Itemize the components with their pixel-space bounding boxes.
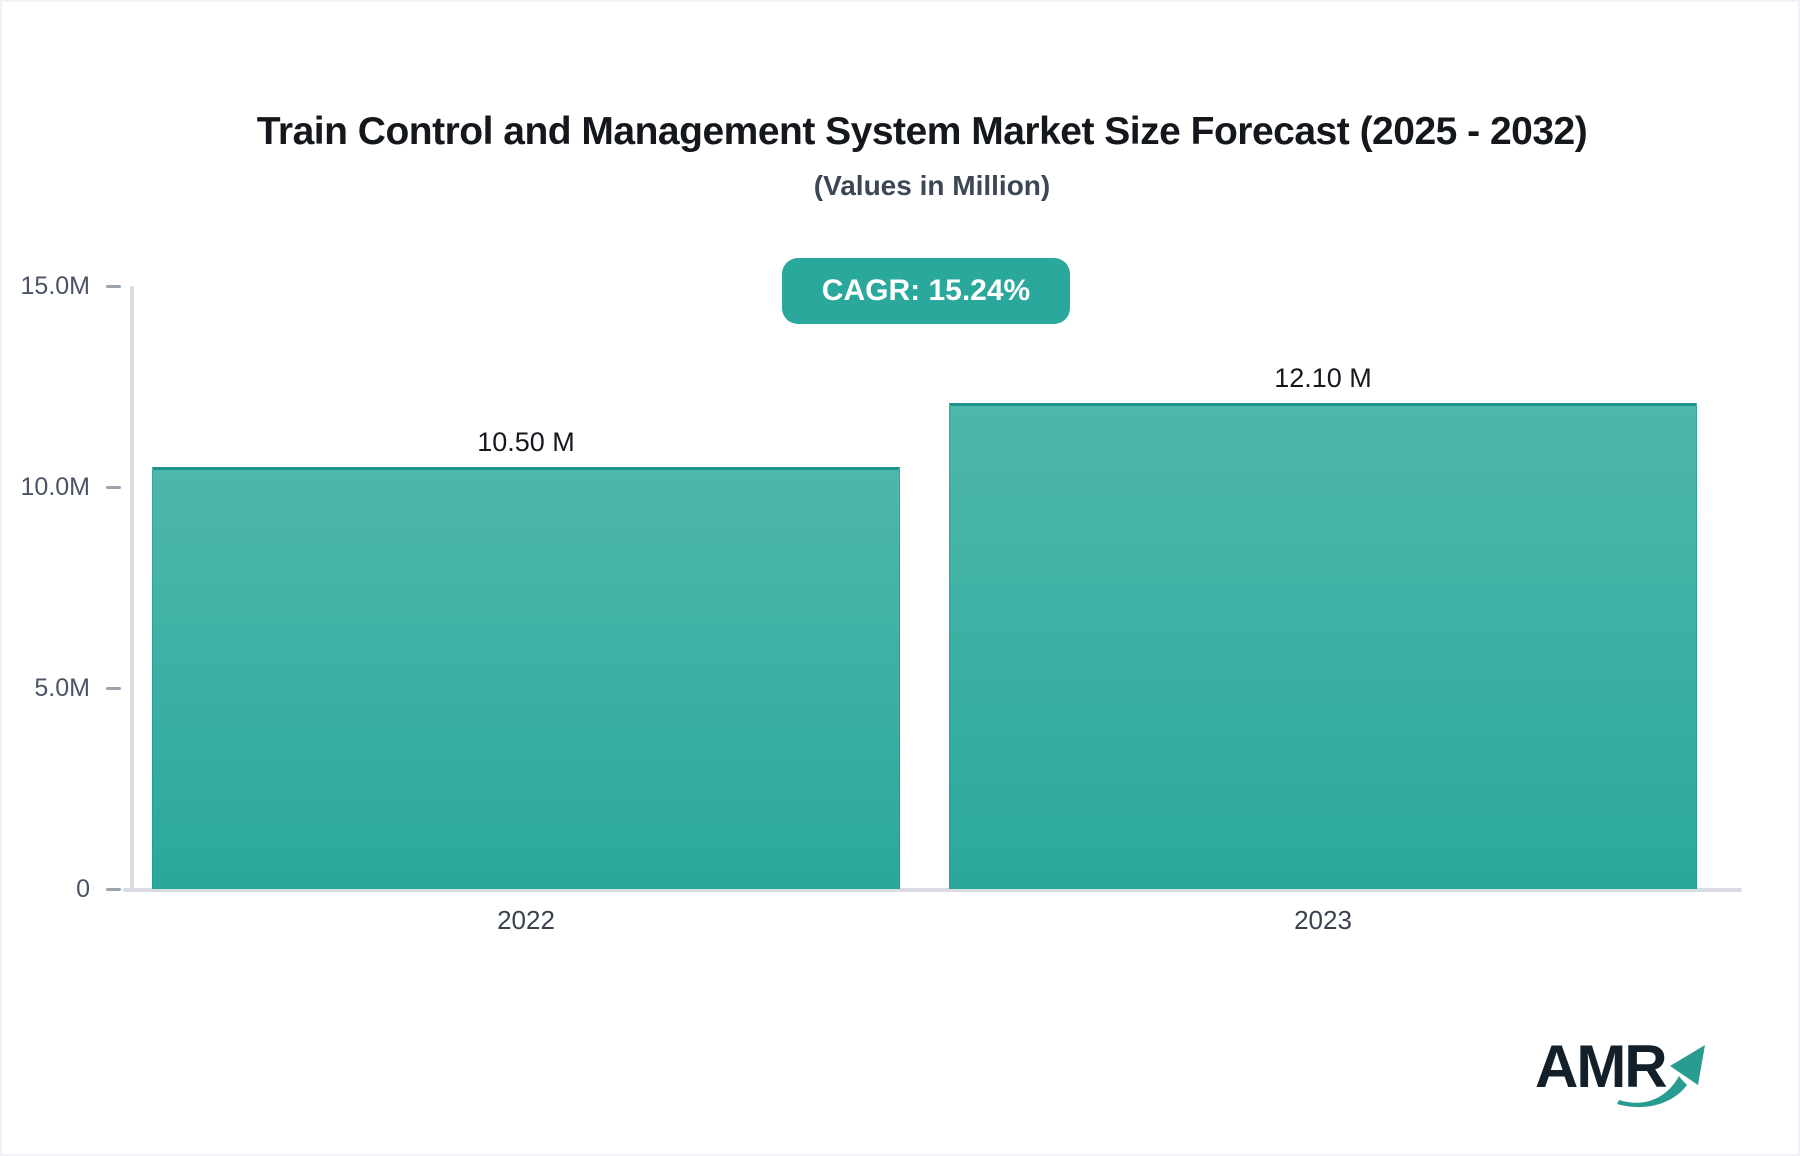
growth-arrow-head <box>1670 1045 1705 1085</box>
bar-value-label: 10.50 M <box>477 426 575 457</box>
chart-title: Train Control and Management System Mark… <box>256 110 1588 153</box>
y-axis-tick-label: 0 <box>76 875 90 903</box>
amr-logo: AMR <box>1535 1032 1765 1122</box>
y-axis-tick-mark <box>106 888 121 891</box>
bar-value-label: 12.10 M <box>1274 362 1372 393</box>
y-axis-tick-mark <box>106 285 121 288</box>
y-axis-tick-label: 5.0M <box>34 674 90 702</box>
bar-2023 <box>949 402 1697 889</box>
x-axis-category-label: 2022 <box>497 905 555 935</box>
chart-subtitle: (Values in Million) <box>813 170 1051 201</box>
growth-arrow-icon <box>1617 1045 1705 1108</box>
y-axis-tick-label: 10.0M <box>20 473 90 501</box>
bar-2022 <box>152 466 900 889</box>
cagr-badge-label: CAGR: 15.24% <box>821 274 1031 307</box>
y-axis-tick-mark <box>106 687 121 690</box>
y-axis-line <box>130 286 134 892</box>
growth-arrow-tail <box>1617 1076 1687 1108</box>
x-axis-line <box>123 888 1742 892</box>
y-axis-tick-mark <box>106 486 121 489</box>
y-axis-tick-label: 15.0M <box>20 272 90 300</box>
x-axis-category-label: 2023 <box>1294 905 1352 935</box>
cagr-badge: CAGR: 15.24% <box>782 258 1070 324</box>
amr-logo-text: AMR <box>1535 1033 1668 1100</box>
